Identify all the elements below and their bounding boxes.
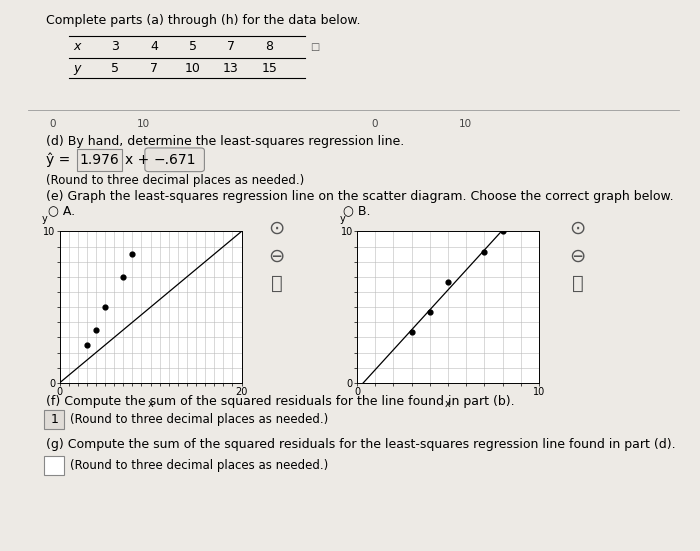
Text: (f) Compute the sum of the squared residuals for the line found in part (b).: (f) Compute the sum of the squared resid… xyxy=(46,395,514,408)
Text: (Round to three decimal places as needed.): (Round to three decimal places as needed… xyxy=(46,174,304,187)
Text: ⊙: ⊙ xyxy=(268,219,285,238)
Text: 1.976: 1.976 xyxy=(80,153,119,167)
Y-axis label: y: y xyxy=(340,214,345,224)
Point xyxy=(99,303,111,312)
Text: 10: 10 xyxy=(459,119,472,129)
Text: (d) By hand, determine the least-squares regression line.: (d) By hand, determine the least-squares… xyxy=(46,135,404,148)
Text: Complete parts (a) through (h) for the data below.: Complete parts (a) through (h) for the d… xyxy=(46,14,360,27)
Text: (g) Compute the sum of the squared residuals for the least-squares regression li: (g) Compute the sum of the squared resid… xyxy=(46,438,675,451)
Text: −.671: −.671 xyxy=(153,153,196,167)
Point xyxy=(479,247,490,256)
Text: x: x xyxy=(74,40,80,53)
Text: 5: 5 xyxy=(188,40,197,53)
Text: ⧉: ⧉ xyxy=(271,274,282,293)
FancyBboxPatch shape xyxy=(145,148,204,172)
FancyBboxPatch shape xyxy=(44,410,64,429)
FancyBboxPatch shape xyxy=(44,456,64,475)
Text: 0: 0 xyxy=(371,119,378,129)
Text: 8: 8 xyxy=(265,40,274,53)
Text: 0: 0 xyxy=(49,119,56,129)
Text: (Round to three decimal places as needed.): (Round to three decimal places as needed… xyxy=(70,459,328,472)
X-axis label: x: x xyxy=(445,398,451,408)
Text: 15: 15 xyxy=(262,62,277,75)
Text: ⊖: ⊖ xyxy=(268,247,285,266)
X-axis label: x: x xyxy=(148,398,153,408)
FancyBboxPatch shape xyxy=(77,149,122,171)
Point xyxy=(81,341,92,349)
Text: 13: 13 xyxy=(223,62,239,75)
Point xyxy=(118,272,129,281)
Text: □: □ xyxy=(310,42,320,52)
Point xyxy=(406,328,417,337)
Text: 10: 10 xyxy=(185,62,200,75)
Text: 7: 7 xyxy=(150,62,158,75)
Text: 1: 1 xyxy=(50,413,58,426)
Text: (e) Graph the least-squares regression line on the scatter diagram. Choose the c: (e) Graph the least-squares regression l… xyxy=(46,190,673,203)
Text: ŷ =: ŷ = xyxy=(46,153,70,167)
Text: ⊙: ⊙ xyxy=(569,219,586,238)
Text: ⊖: ⊖ xyxy=(569,247,586,266)
Y-axis label: y: y xyxy=(42,214,48,224)
Text: ○ A.: ○ A. xyxy=(48,204,75,217)
Point xyxy=(90,326,101,334)
Text: 3: 3 xyxy=(111,40,120,53)
Text: 10: 10 xyxy=(137,119,150,129)
Text: x +: x + xyxy=(125,153,149,167)
Text: y: y xyxy=(74,62,80,75)
Text: 7: 7 xyxy=(227,40,235,53)
Point xyxy=(127,250,138,258)
Text: ○ B.: ○ B. xyxy=(343,204,370,217)
Text: 5: 5 xyxy=(111,62,120,75)
Point xyxy=(424,308,435,317)
Text: ⧉: ⧉ xyxy=(572,274,583,293)
Text: (Round to three decimal places as needed.): (Round to three decimal places as needed… xyxy=(70,413,328,426)
Point xyxy=(497,227,508,236)
Text: 4: 4 xyxy=(150,40,158,53)
Point xyxy=(442,278,454,287)
